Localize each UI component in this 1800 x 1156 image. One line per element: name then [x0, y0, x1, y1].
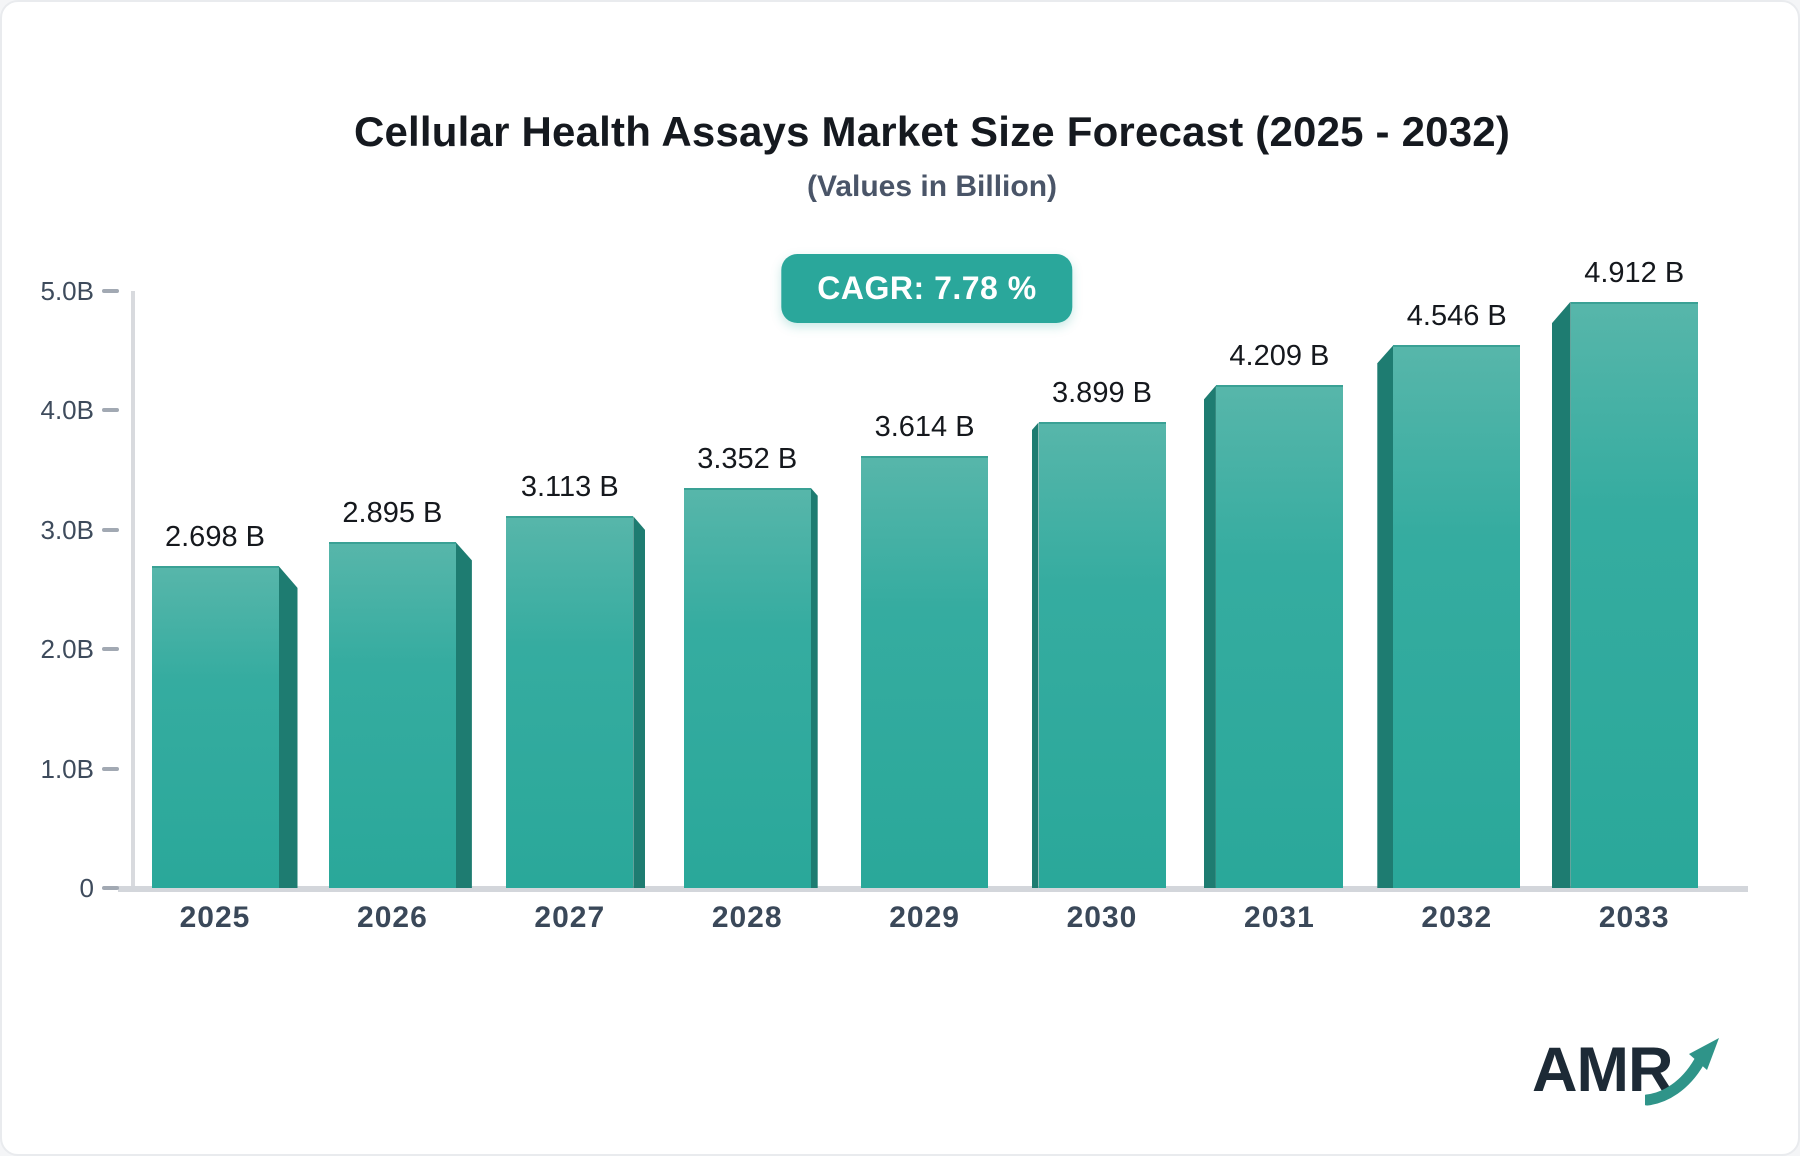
- bar-side-face: [1031, 422, 1039, 888]
- value-label-2029: 3.614 B: [874, 411, 975, 444]
- bar-2031: [1215, 385, 1343, 888]
- y-tick-label: 1.0B: [40, 753, 95, 784]
- y-tick-dash: [102, 408, 119, 413]
- cagr-badge: CAGR: 7.78 %: [781, 254, 1073, 323]
- y-axis-line: [131, 291, 135, 888]
- value-label-2028: 3.352 B: [697, 442, 798, 475]
- amr-logo: AMR: [1532, 1034, 1722, 1114]
- value-label-2027: 3.113 B: [520, 471, 619, 504]
- bar-side-face: [278, 565, 298, 888]
- year-label-2032: 2032: [1421, 901, 1493, 934]
- year-label-2033: 2033: [1598, 901, 1670, 934]
- bar-side-face: [1203, 385, 1216, 888]
- value-label-2031: 4.209 B: [1229, 340, 1330, 373]
- bar-2027: [506, 516, 634, 888]
- bar-2032: [1393, 345, 1521, 888]
- y-tick-label: 4.0B: [40, 395, 95, 426]
- year-label-2028: 2028: [711, 901, 783, 934]
- year-label-2031: 2031: [1244, 901, 1315, 934]
- year-label-2029: 2029: [889, 901, 960, 934]
- amr-logo-text: AMR: [1532, 1035, 1673, 1105]
- bar-side-face: [1377, 345, 1394, 888]
- value-label-2025: 2.698 B: [165, 520, 265, 553]
- value-label-2030: 3.899 B: [1052, 377, 1152, 410]
- bar-2028: [683, 487, 811, 888]
- y-tick-dash: [102, 766, 119, 771]
- bar-2029: [861, 456, 989, 888]
- value-label-2033: 4.912 B: [1584, 256, 1685, 289]
- y-tick-dash: [102, 527, 119, 532]
- y-tick-dash: [102, 886, 119, 890]
- chart-subtitle: (Values in Billion): [806, 170, 1058, 203]
- growth-arrow-icon: [1645, 1038, 1719, 1106]
- year-label-2027: 2027: [534, 901, 606, 934]
- value-label-2026: 2.895 B: [342, 497, 443, 530]
- value-label-2032: 4.546 B: [1406, 300, 1507, 333]
- bar-side-face: [455, 542, 472, 888]
- y-tick-label: 2.0B: [40, 634, 95, 665]
- bar-2026: [328, 542, 456, 888]
- y-tick-label: 3.0B: [40, 514, 95, 545]
- year-label-2025: 2025: [179, 901, 251, 934]
- bar-side-face: [810, 487, 818, 888]
- year-label-2030: 2030: [1066, 901, 1138, 934]
- y-tick-label: 0: [79, 873, 94, 903]
- bar-side-face: [633, 516, 646, 888]
- y-tick-dash: [102, 647, 119, 652]
- bar-2025: [151, 565, 279, 888]
- bar-side-face: [1551, 301, 1571, 888]
- y-tick-dash: [102, 289, 119, 293]
- bar-2033: [1570, 301, 1698, 888]
- bar-2030: [1038, 422, 1166, 888]
- y-tick-label: 5.0B: [40, 276, 95, 306]
- year-label-2026: 2026: [357, 901, 428, 934]
- x-axis-line: [118, 886, 1748, 892]
- chart-title: Cellular Health Assays Market Size Forec…: [353, 108, 1511, 155]
